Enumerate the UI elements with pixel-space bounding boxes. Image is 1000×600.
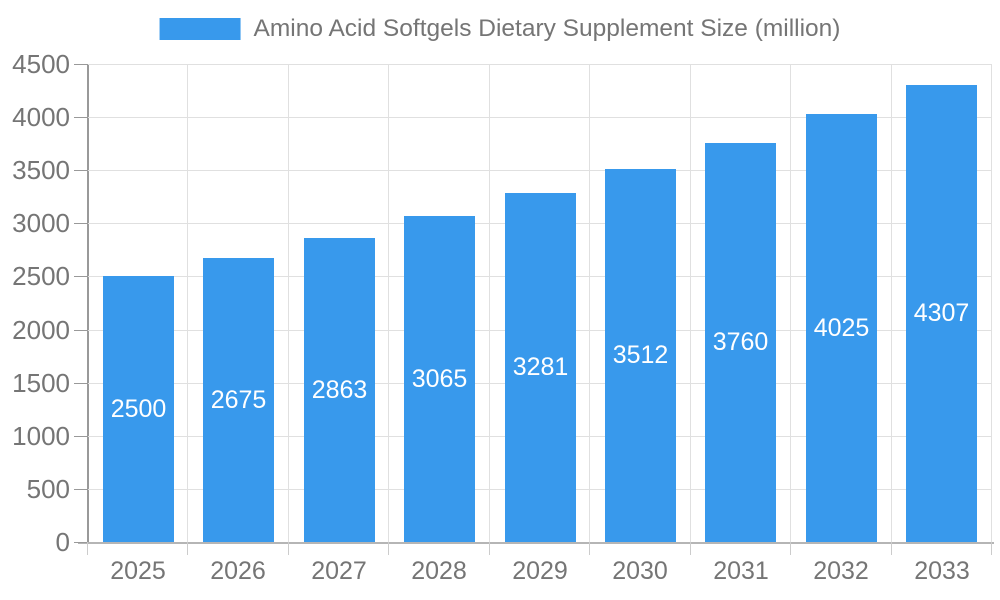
y-axis-tick-label: 4000 xyxy=(12,102,70,132)
x-axis-tick-label: 2032 xyxy=(813,557,869,585)
bar-value-label: 4307 xyxy=(913,299,970,327)
v-gridline xyxy=(690,64,691,542)
bar: 3512 xyxy=(605,169,676,542)
x-tick xyxy=(991,542,992,555)
legend-swatch xyxy=(159,18,241,40)
bar: 2500 xyxy=(103,276,174,542)
y-tick xyxy=(74,276,88,277)
y-axis-line xyxy=(87,64,89,542)
y-tick xyxy=(74,64,88,65)
x-tick xyxy=(87,542,88,555)
bar: 2863 xyxy=(304,238,375,542)
x-axis-tick-label: 2027 xyxy=(311,557,367,585)
y-tick xyxy=(74,436,88,437)
x-tick xyxy=(589,542,590,555)
bar-value-label: 3281 xyxy=(512,353,569,381)
x-tick xyxy=(489,542,490,555)
bar: 3065 xyxy=(404,216,475,542)
v-gridline xyxy=(589,64,590,542)
y-tick xyxy=(74,542,88,543)
y-tick xyxy=(74,330,88,331)
x-axis-tick-label: 2029 xyxy=(512,557,568,585)
x-tick xyxy=(388,542,389,555)
v-gridline xyxy=(891,64,892,542)
y-axis-tick-label: 3000 xyxy=(12,208,70,238)
v-gridline xyxy=(187,64,188,542)
y-tick xyxy=(74,489,88,490)
y-axis-tick-label: 4500 xyxy=(12,49,70,79)
h-gridline xyxy=(88,64,992,65)
v-gridline xyxy=(288,64,289,542)
y-axis-tick-label: 1000 xyxy=(12,421,70,451)
x-tick xyxy=(690,542,691,555)
y-axis-tick-label: 500 xyxy=(26,474,70,504)
y-axis-tick-label: 0 xyxy=(55,527,70,557)
x-tick xyxy=(891,542,892,555)
bar-value-label: 3760 xyxy=(712,328,769,356)
v-gridline xyxy=(991,64,992,542)
bar-value-label: 4025 xyxy=(813,313,870,342)
y-tick xyxy=(74,117,88,118)
bar: 3760 xyxy=(705,143,776,542)
x-tick xyxy=(790,542,791,555)
y-tick xyxy=(74,383,88,384)
v-gridline xyxy=(388,64,389,542)
x-axis-tick-label: 2028 xyxy=(411,557,467,585)
legend-label: Amino Acid Softgels Dietary Supplement S… xyxy=(253,15,841,42)
x-axis-tick-label: 2026 xyxy=(210,557,266,585)
y-axis-tick-label: 2000 xyxy=(12,315,70,345)
y-axis-tick-label: 1500 xyxy=(12,368,70,398)
x-axis-tick-label: 2025 xyxy=(110,557,166,585)
bar: 2675 xyxy=(203,258,274,542)
x-axis-tick-label: 2031 xyxy=(713,557,769,585)
y-axis-tick-label: 3500 xyxy=(12,155,70,185)
h-gridline xyxy=(88,117,992,118)
x-tick xyxy=(288,542,289,555)
bar-value-label: 2500 xyxy=(110,394,167,423)
y-axis-tick-label: 2500 xyxy=(12,261,70,291)
bar-value-label: 2863 xyxy=(311,375,368,404)
h-gridline xyxy=(88,170,992,171)
v-gridline xyxy=(489,64,490,542)
bar: 4307 xyxy=(906,85,977,542)
y-tick xyxy=(74,170,88,171)
bar-value-label: 3512 xyxy=(612,341,669,369)
plot-area: 2500 2675 2863 3065 3281 3512 3760 4025 4307 xyxy=(88,64,992,542)
bar-value-label: 3065 xyxy=(411,364,468,393)
y-tick xyxy=(74,223,88,224)
x-axis-tick-label: 2033 xyxy=(914,557,970,585)
x-axis-line xyxy=(78,542,994,544)
x-tick xyxy=(187,542,188,555)
bar: 4025 xyxy=(806,114,877,542)
bar: 3281 xyxy=(505,193,576,542)
bar-value-label: 2675 xyxy=(210,385,267,414)
x-axis-tick-label: 2030 xyxy=(612,557,668,585)
legend: Amino Acid Softgels Dietary Supplement S… xyxy=(159,15,841,42)
v-gridline xyxy=(790,64,791,542)
